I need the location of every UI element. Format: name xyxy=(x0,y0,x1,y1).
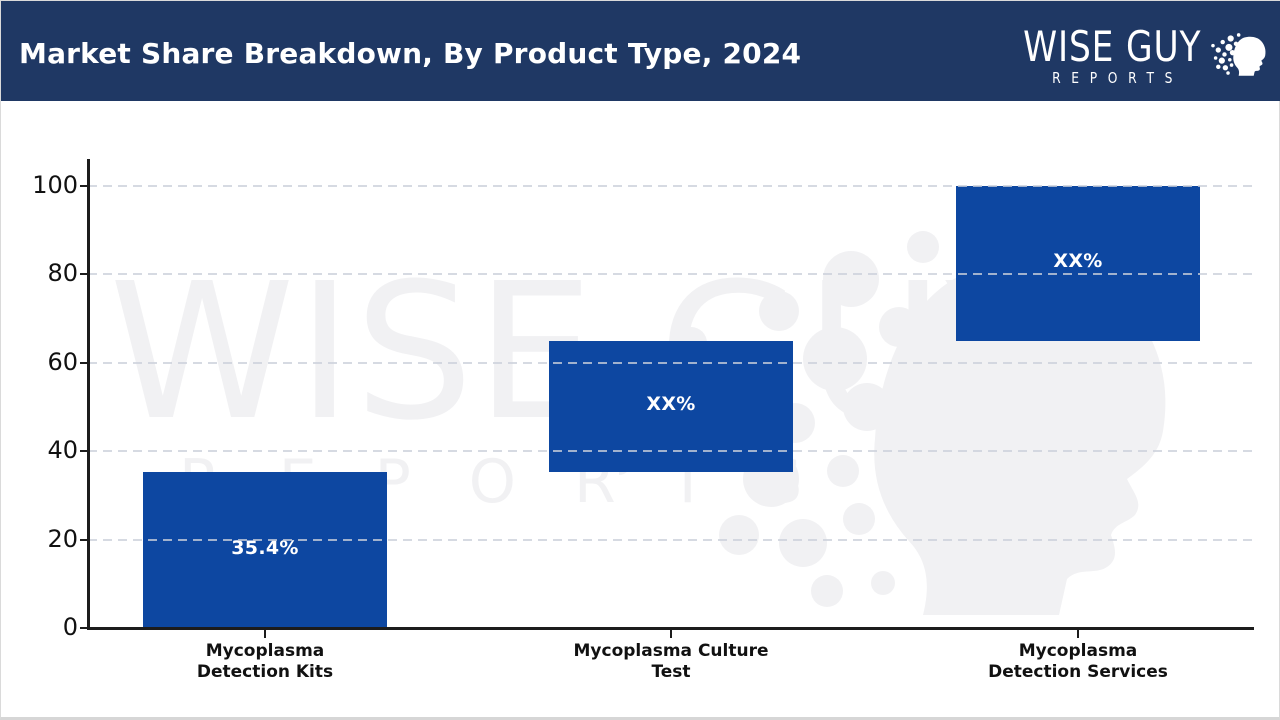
x-tick-mark xyxy=(670,630,672,638)
chart-title: Market Share Breakdown, By Product Type,… xyxy=(19,37,802,70)
header-bar: Market Share Breakdown, By Product Type,… xyxy=(1,1,1280,101)
x-tick-mark xyxy=(1077,630,1079,638)
logo-face-icon xyxy=(1211,33,1266,76)
x-axis-label: Mycoplasma Culture Test xyxy=(501,641,841,683)
y-tick-mark xyxy=(80,538,88,541)
logo-text: WISE GUY REPORTS xyxy=(1022,22,1201,88)
y-tick-mark xyxy=(80,185,88,187)
y-tick-label: 0 xyxy=(62,613,78,641)
x-axis-label-line: Detection Services xyxy=(988,662,1168,682)
x-axis-label-line: Mycoplasma xyxy=(205,641,325,661)
y-tick-mark xyxy=(80,450,88,453)
y-tick-label: 20 xyxy=(47,524,78,553)
y-tick-mark xyxy=(80,361,88,364)
y-tick-label: 60 xyxy=(47,347,78,376)
x-tick-mark xyxy=(264,630,266,638)
x-axis-label-line: Detection Kits xyxy=(196,662,334,682)
bar-value-label: 35.4% xyxy=(231,536,299,559)
x-axis-label-line: Mycoplasma xyxy=(1018,641,1138,661)
x-axis-label-line: Test xyxy=(651,662,691,682)
waterfall-bar-1 xyxy=(143,471,387,628)
logo-reports: REPORTS xyxy=(1051,69,1183,87)
wise-guy-reports-logo: WISE GUY REPORTS xyxy=(1007,9,1267,93)
logo-wordmark: WISE GUY xyxy=(1022,22,1201,71)
y-tick-label: 100 xyxy=(32,171,78,199)
x-axis-line xyxy=(87,627,1254,630)
y-tick-label: 80 xyxy=(47,259,78,288)
y-tick-label: 40 xyxy=(47,436,78,465)
x-axis-label-line: Mycoplasma Culture xyxy=(573,641,769,661)
y-tick-mark xyxy=(80,627,88,629)
x-axis-label: Mycoplasma Detection Services xyxy=(908,641,1248,683)
y-axis-line xyxy=(87,159,90,630)
y-tick-mark xyxy=(80,273,88,276)
x-axis-label: Mycoplasma Detection Kits xyxy=(95,641,435,683)
